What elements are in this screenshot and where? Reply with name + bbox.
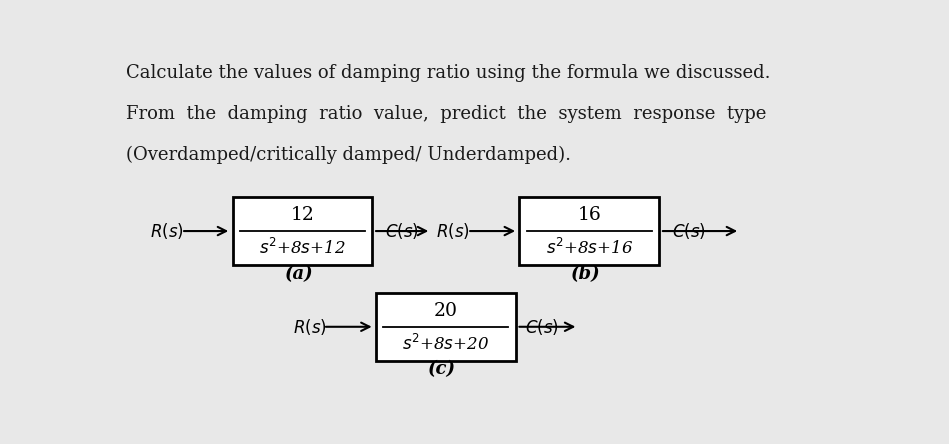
- Text: (a): (a): [285, 265, 313, 283]
- Text: $s^2$+8$s$+20: $s^2$+8$s$+20: [402, 334, 490, 354]
- Text: From  the  damping  ratio  value,  predict  the  system  response  type: From the damping ratio value, predict th…: [126, 105, 767, 123]
- Text: $s^2$+8$s$+12: $s^2$+8$s$+12: [259, 238, 345, 258]
- Text: 16: 16: [577, 206, 602, 224]
- FancyBboxPatch shape: [376, 293, 516, 361]
- FancyBboxPatch shape: [233, 197, 372, 265]
- Text: $\mathit{R(s)}$: $\mathit{R(s)}$: [293, 317, 326, 337]
- Text: $\mathit{C(s)}$: $\mathit{C(s)}$: [672, 221, 705, 241]
- Text: 12: 12: [290, 206, 314, 224]
- Text: (Overdamped/critically damped/ Underdamped).: (Overdamped/critically damped/ Underdamp…: [126, 146, 571, 164]
- Text: $\mathit{C(s)}$: $\mathit{C(s)}$: [525, 317, 558, 337]
- FancyBboxPatch shape: [519, 197, 660, 265]
- Text: (b): (b): [571, 265, 601, 283]
- Text: $\mathit{R(s)}$: $\mathit{R(s)}$: [150, 221, 183, 241]
- Text: (c): (c): [428, 361, 456, 379]
- Text: Calculate the values of damping ratio using the formula we discussed.: Calculate the values of damping ratio us…: [126, 63, 771, 82]
- Text: $\mathit{C(s)}$: $\mathit{C(s)}$: [385, 221, 419, 241]
- Text: $s^2$+8$s$+16: $s^2$+8$s$+16: [546, 238, 633, 258]
- Text: $\mathit{R(s)}$: $\mathit{R(s)}$: [437, 221, 470, 241]
- Text: 20: 20: [434, 302, 458, 320]
